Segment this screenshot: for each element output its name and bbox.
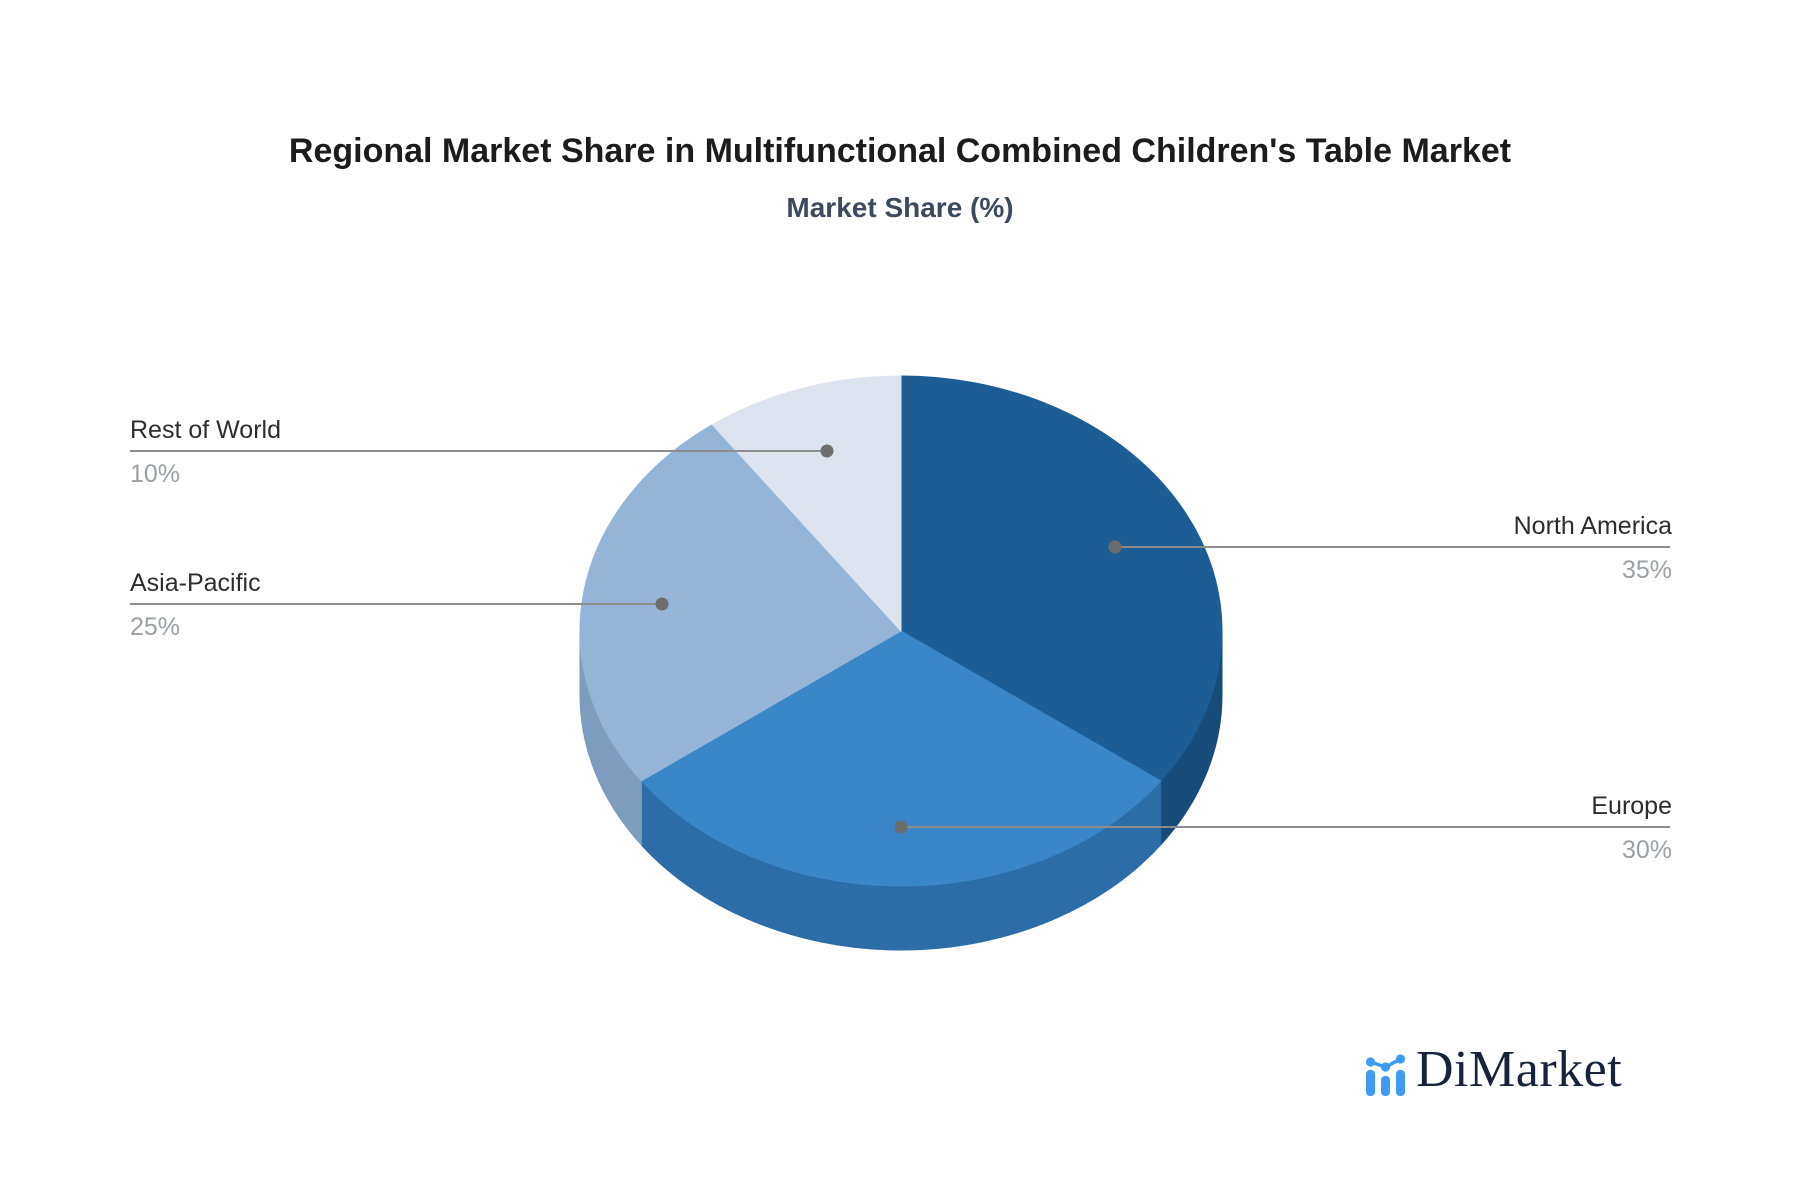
slice-label-asia-pacific: Asia-Pacific bbox=[130, 568, 550, 598]
pie-slice-asia-pacific[interactable] bbox=[579, 424, 902, 782]
chart-subtitle: Market Share (%) bbox=[786, 192, 1014, 223]
leader-dot-asia-pacific bbox=[655, 597, 669, 611]
leader-dot-north-america bbox=[1108, 540, 1122, 554]
slice-label-text: North America bbox=[1513, 512, 1672, 540]
dimarket-logo: DiMarket bbox=[1360, 1036, 1622, 1096]
slice-label-text: Europe bbox=[1591, 792, 1672, 820]
leader-dot-europe bbox=[894, 820, 908, 834]
pie-slice-north-america[interactable] bbox=[900, 375, 1223, 782]
leader-dot-rest-of-world bbox=[820, 444, 834, 458]
slice-label-rest-of-world: Rest of World bbox=[130, 415, 550, 445]
pie-slice-rest-of-world[interactable] bbox=[711, 375, 902, 633]
slice-value-asia-pacific: 25% bbox=[130, 613, 181, 641]
slice-value-north-america: 35% bbox=[1621, 556, 1672, 584]
slice-value-europe: 30% bbox=[1621, 836, 1672, 864]
slice-label-north-america: North America bbox=[1252, 511, 1672, 541]
slice-value-rest-of-world: 10% bbox=[130, 460, 181, 488]
chart-title: Regional Market Share in Multifunctional… bbox=[288, 132, 1512, 170]
slice-label-text: Rest of World bbox=[130, 416, 281, 444]
bar-line-chart-icon bbox=[1365, 1054, 1406, 1096]
slice-label-europe: Europe bbox=[1252, 791, 1672, 821]
slice-label-text: Asia-Pacific bbox=[130, 569, 261, 597]
dimarket-logo-text: DiMarket bbox=[1416, 1041, 1623, 1098]
